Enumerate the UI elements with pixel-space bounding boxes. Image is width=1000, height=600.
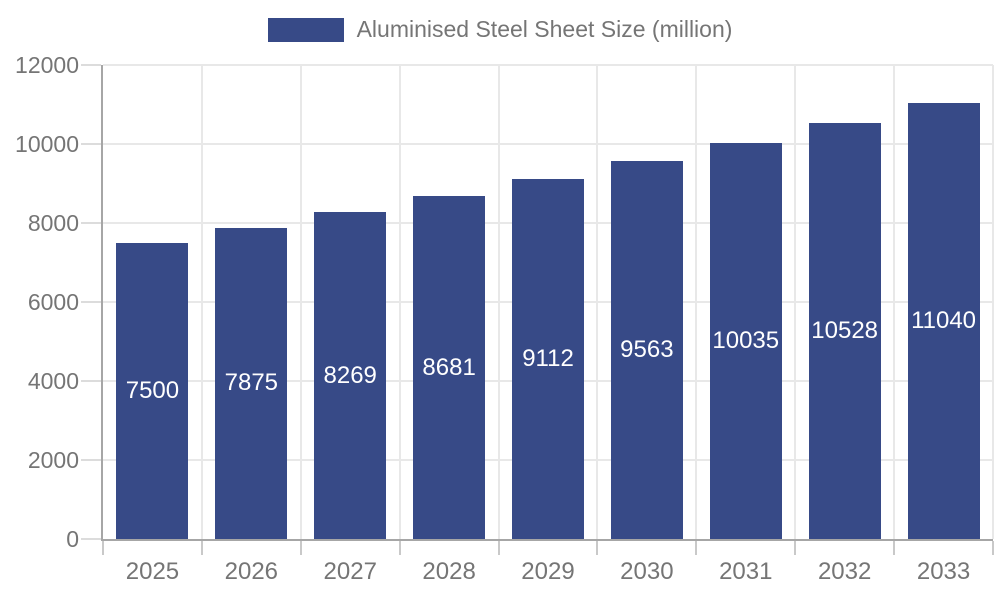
bar-2032: 10528 — [808, 123, 881, 539]
x-axis-tick — [299, 541, 302, 555]
gridline-vertical — [695, 65, 698, 539]
y-tick-label: 6000 — [27, 289, 79, 315]
bar-2027: 8269 — [314, 212, 387, 539]
bar-2029: 9112 — [512, 179, 584, 539]
bar-2033: 11040 — [907, 102, 980, 539]
bar-value-label: 11040 — [911, 306, 977, 334]
y-tick-label: 0 — [66, 526, 79, 552]
bar-2031: 10035 — [709, 142, 782, 539]
y-axis-tick — [81, 459, 101, 461]
bar-value-label: 9563 — [620, 336, 674, 364]
bar-value-label: 10528 — [811, 317, 879, 345]
bar-2026: 7875 — [215, 227, 288, 539]
y-tick-label: 2000 — [27, 447, 79, 473]
x-tick-label: 2030 — [620, 558, 674, 585]
gridline-vertical — [596, 65, 599, 539]
x-tick-label: 2033 — [916, 558, 971, 585]
gridline-vertical — [992, 65, 994, 539]
legend: Aluminised Steel Sheet Size (million) — [0, 16, 1000, 43]
bar-2028: 8681 — [413, 196, 486, 539]
gridline-vertical — [398, 65, 401, 539]
gridline-horizontal — [103, 64, 993, 66]
y-axis-tick — [81, 380, 101, 382]
y-tick-label: 10000 — [15, 131, 79, 157]
gridline-vertical — [794, 65, 797, 539]
x-tick-label: 2025 — [125, 558, 180, 585]
gridline-vertical — [299, 65, 302, 539]
bar-value-label: 8681 — [422, 353, 476, 381]
y-tick-label: 4000 — [27, 368, 79, 394]
x-tick-label: 2027 — [323, 558, 377, 585]
bar-2030: 9563 — [610, 161, 683, 539]
y-axis-tick — [81, 222, 101, 224]
bar-value-label: 9112 — [522, 345, 574, 373]
gridline-vertical — [893, 65, 896, 539]
bar-value-label: 8269 — [323, 361, 377, 389]
x-axis-tick — [497, 541, 500, 555]
y-axis-labels: 0 2000 4000 6000 8000 10000 12000 — [0, 52, 79, 552]
bar-2025: 7500 — [116, 242, 189, 539]
y-axis-tick — [81, 301, 101, 303]
legend-label: Aluminised Steel Sheet Size (million) — [356, 16, 733, 42]
x-axis-tick — [794, 541, 797, 555]
plot-area: 7500 7875 8269 8681 9112 9563 10035 10528 11040 — [81, 64, 994, 555]
y-axis-tick — [81, 538, 101, 540]
y-tick-label: 12000 — [15, 52, 79, 78]
x-axis-tick — [695, 541, 698, 555]
gridline-horizontal — [103, 143, 993, 145]
x-tick-label: 2032 — [817, 558, 872, 585]
x-axis-tick — [200, 541, 203, 555]
bar-value-label: 7500 — [125, 376, 180, 404]
gridline-vertical — [497, 65, 500, 539]
x-axis-tick — [102, 541, 104, 555]
gridline-vertical — [200, 65, 203, 539]
x-axis-tick — [992, 541, 994, 555]
x-tick-label: 2028 — [422, 558, 476, 585]
x-tick-label: 2031 — [719, 558, 773, 585]
y-axis-tick — [81, 143, 101, 145]
x-axis-labels: 2025 2026 2027 2028 2029 2030 2031 2032 2033 — [103, 558, 993, 590]
x-axis-tick — [398, 541, 401, 555]
legend-swatch — [267, 17, 344, 42]
bar-value-label: 7875 — [224, 369, 279, 397]
x-tick-label: 2029 — [521, 558, 575, 585]
y-axis-tick — [81, 64, 101, 66]
x-tick-label: 2026 — [224, 558, 279, 585]
bar-value-label: 10035 — [712, 326, 780, 354]
y-tick-label: 8000 — [27, 210, 79, 236]
x-axis-tick — [893, 541, 896, 555]
x-axis-tick — [596, 541, 599, 555]
